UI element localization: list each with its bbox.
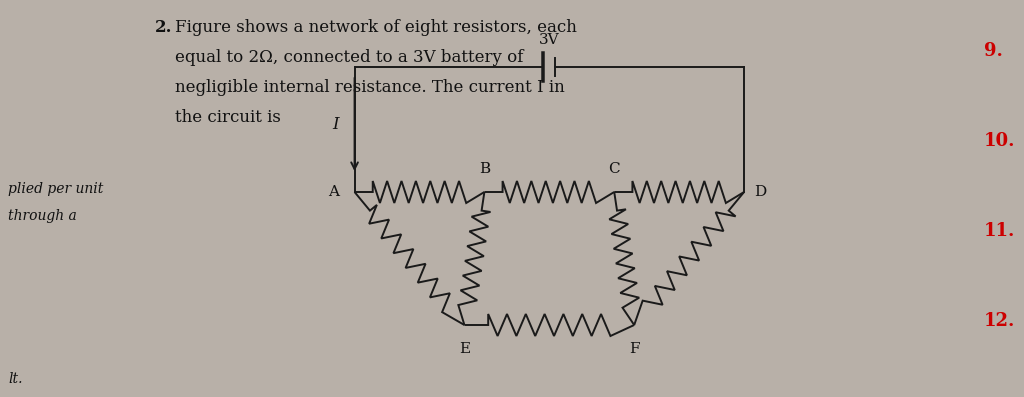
Text: 12.: 12.: [984, 312, 1015, 330]
Text: 10.: 10.: [984, 132, 1015, 150]
Text: Figure shows a network of eight resistors, each: Figure shows a network of eight resistor…: [175, 19, 577, 36]
Text: E: E: [459, 342, 470, 356]
Text: C: C: [608, 162, 621, 176]
Text: plied per unit: plied per unit: [8, 182, 103, 196]
Text: through a: through a: [8, 209, 77, 223]
Text: D: D: [754, 185, 766, 199]
Text: 9.: 9.: [984, 42, 1002, 60]
Text: 11.: 11.: [984, 222, 1015, 240]
Text: I: I: [332, 116, 339, 133]
Text: negligible internal resistance. The current I in: negligible internal resistance. The curr…: [175, 79, 564, 96]
Text: lt.: lt.: [8, 372, 23, 386]
Text: 3V: 3V: [539, 33, 560, 47]
Text: 2.: 2.: [155, 19, 172, 36]
Text: equal to 2Ω, connected to a 3V battery of: equal to 2Ω, connected to a 3V battery o…: [175, 49, 523, 66]
Text: B: B: [479, 162, 489, 176]
Text: the circuit is: the circuit is: [175, 109, 281, 126]
Text: F: F: [629, 342, 639, 356]
Text: A: A: [329, 185, 340, 199]
